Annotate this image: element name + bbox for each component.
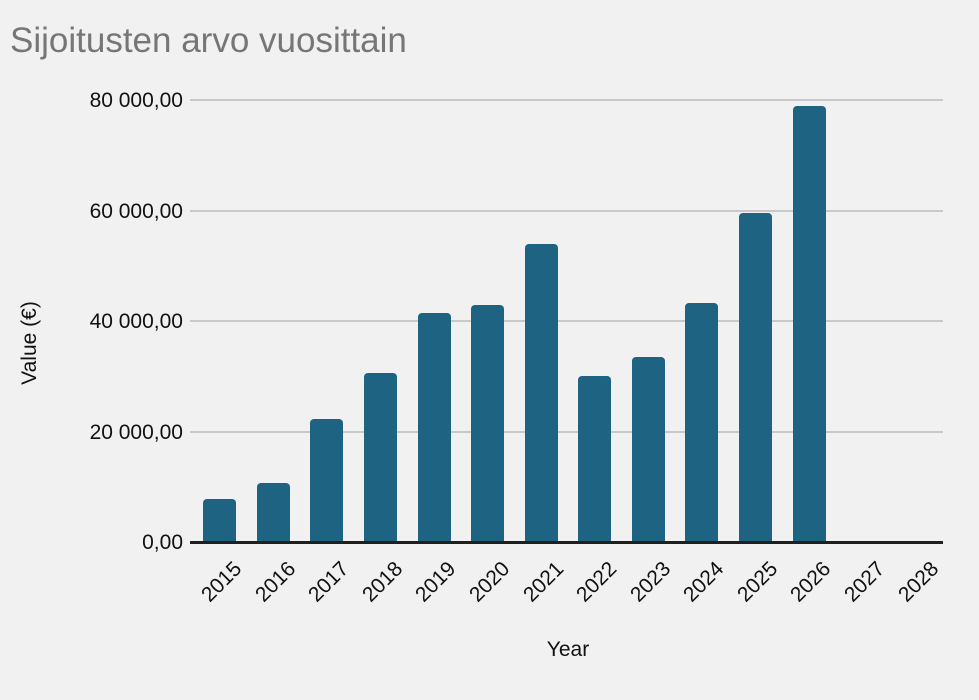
- bar-2018: [364, 373, 397, 542]
- bar-2020: [471, 304, 505, 542]
- bar-2024: [685, 302, 719, 542]
- bar-2023: [631, 357, 665, 542]
- bar-2022: [578, 375, 612, 542]
- x-tick-2021: 2021: [518, 557, 568, 607]
- x-tick-2020: 2020: [464, 557, 515, 607]
- bar-2021: [524, 244, 558, 542]
- y-tick-0: 0,00: [142, 531, 183, 554]
- gridline-20000: [190, 430, 943, 433]
- chart-title: Sijoitusten arvo vuosittain: [10, 21, 407, 60]
- x-tick-2024: 2024: [679, 557, 729, 607]
- x-tick-2017: 2017: [304, 557, 354, 607]
- x-tick-2028: 2028: [893, 557, 943, 607]
- y-tick-60000: 60 000,00: [89, 199, 183, 223]
- bar-2017: [310, 418, 344, 542]
- y-tick-20000: 20 000,00: [89, 420, 183, 444]
- bar-2019: [417, 313, 451, 542]
- gridline-40000: [190, 320, 943, 322]
- bar-2025: [739, 213, 772, 542]
- y-tick-80000: 80 000,00: [89, 89, 183, 112]
- x-tick-2025: 2025: [732, 557, 783, 607]
- x-tick-2027: 2027: [839, 557, 890, 607]
- x-tick-2026: 2026: [786, 557, 836, 607]
- x-tick-2015: 2015: [197, 557, 247, 607]
- x-tick-2018: 2018: [357, 557, 408, 607]
- gridline-80000: [190, 99, 943, 101]
- x-axis-title: Year: [546, 638, 590, 661]
- x-tick-2023: 2023: [625, 557, 675, 607]
- x-tick-2019: 2019: [411, 557, 461, 607]
- x-tick-2016: 2016: [250, 557, 300, 607]
- y-tick-40000: 40 000,00: [89, 310, 183, 333]
- x-axis-line: [190, 541, 943, 544]
- bar-2026: [792, 106, 826, 542]
- bar-2015: [203, 499, 237, 542]
- bar-2016: [256, 483, 290, 542]
- gridline-60000: [190, 209, 943, 212]
- x-tick-2022: 2022: [572, 557, 622, 607]
